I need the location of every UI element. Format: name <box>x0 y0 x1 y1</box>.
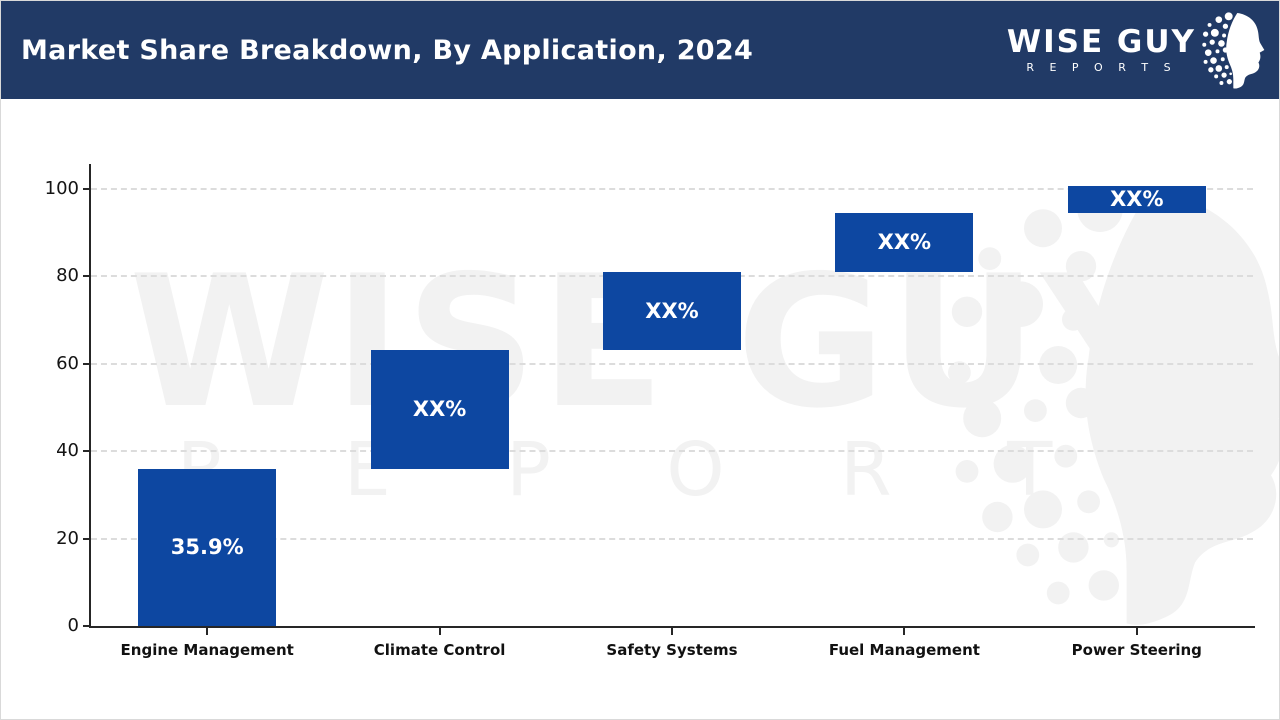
y-tick-label-100: 100 <box>44 177 79 199</box>
logo-head-icon <box>1199 10 1265 90</box>
bar-value-label: XX% <box>877 229 932 254</box>
y-tick-100 <box>83 187 90 190</box>
bar-climate-control: XX% <box>370 350 509 469</box>
gridline-40 <box>91 450 1253 452</box>
bar-safety-systems: XX% <box>603 271 741 351</box>
bar-value-label: XX% <box>412 396 467 421</box>
y-axis-line <box>89 164 91 628</box>
x-tick-1 <box>438 628 441 635</box>
gridline-20 <box>91 537 1253 540</box>
y-tick-20 <box>83 537 90 540</box>
y-tick-label-20: 20 <box>56 527 79 549</box>
y-tick-label-80: 80 <box>56 265 79 286</box>
x-tick-3 <box>903 628 906 635</box>
logo-text: WISE GUY R E P O R T S <box>1006 24 1196 74</box>
x-tick-4 <box>1135 628 1138 635</box>
y-tick-0 <box>83 625 90 627</box>
x-tick-0 <box>206 628 209 635</box>
category-label-0: Engine Management <box>120 641 294 659</box>
bar-value-label: 35.9% <box>170 534 244 559</box>
x-axis-line <box>89 626 1255 628</box>
bar-power-steering: XX% <box>1067 186 1206 213</box>
y-tick-80 <box>83 275 90 277</box>
bar-fuel-management: XX% <box>835 212 974 272</box>
x-tick-2 <box>671 628 673 635</box>
category-label-1: Climate Control <box>373 641 506 659</box>
logo-title: WISE GUY <box>1006 24 1196 60</box>
wiseguy-logo: WISE GUY R E P O R T S <box>1007 10 1265 90</box>
header: Market Share Breakdown, By Application, … <box>1 1 1279 99</box>
y-tick-40 <box>83 450 90 452</box>
y-tick-label-40: 40 <box>56 440 79 461</box>
y-tick-60 <box>83 362 90 365</box>
logo-subtitle: R E P O R T S <box>1026 61 1177 74</box>
bar-value-label: XX% <box>645 298 699 323</box>
bar-value-label: XX% <box>1110 186 1164 211</box>
category-label-4: Power Steering <box>1071 641 1202 659</box>
bar-engine-management: 35.9% <box>138 468 277 626</box>
gridline-60 <box>91 362 1253 365</box>
page-title: Market Share Breakdown, By Application, … <box>21 34 754 66</box>
category-label-2: Safety Systems <box>606 641 738 659</box>
y-tick-label-0: 0 <box>67 615 79 636</box>
category-label-3: Fuel Management <box>828 641 980 659</box>
gridline-100 <box>91 187 1253 190</box>
y-tick-label-60: 60 <box>56 352 79 374</box>
